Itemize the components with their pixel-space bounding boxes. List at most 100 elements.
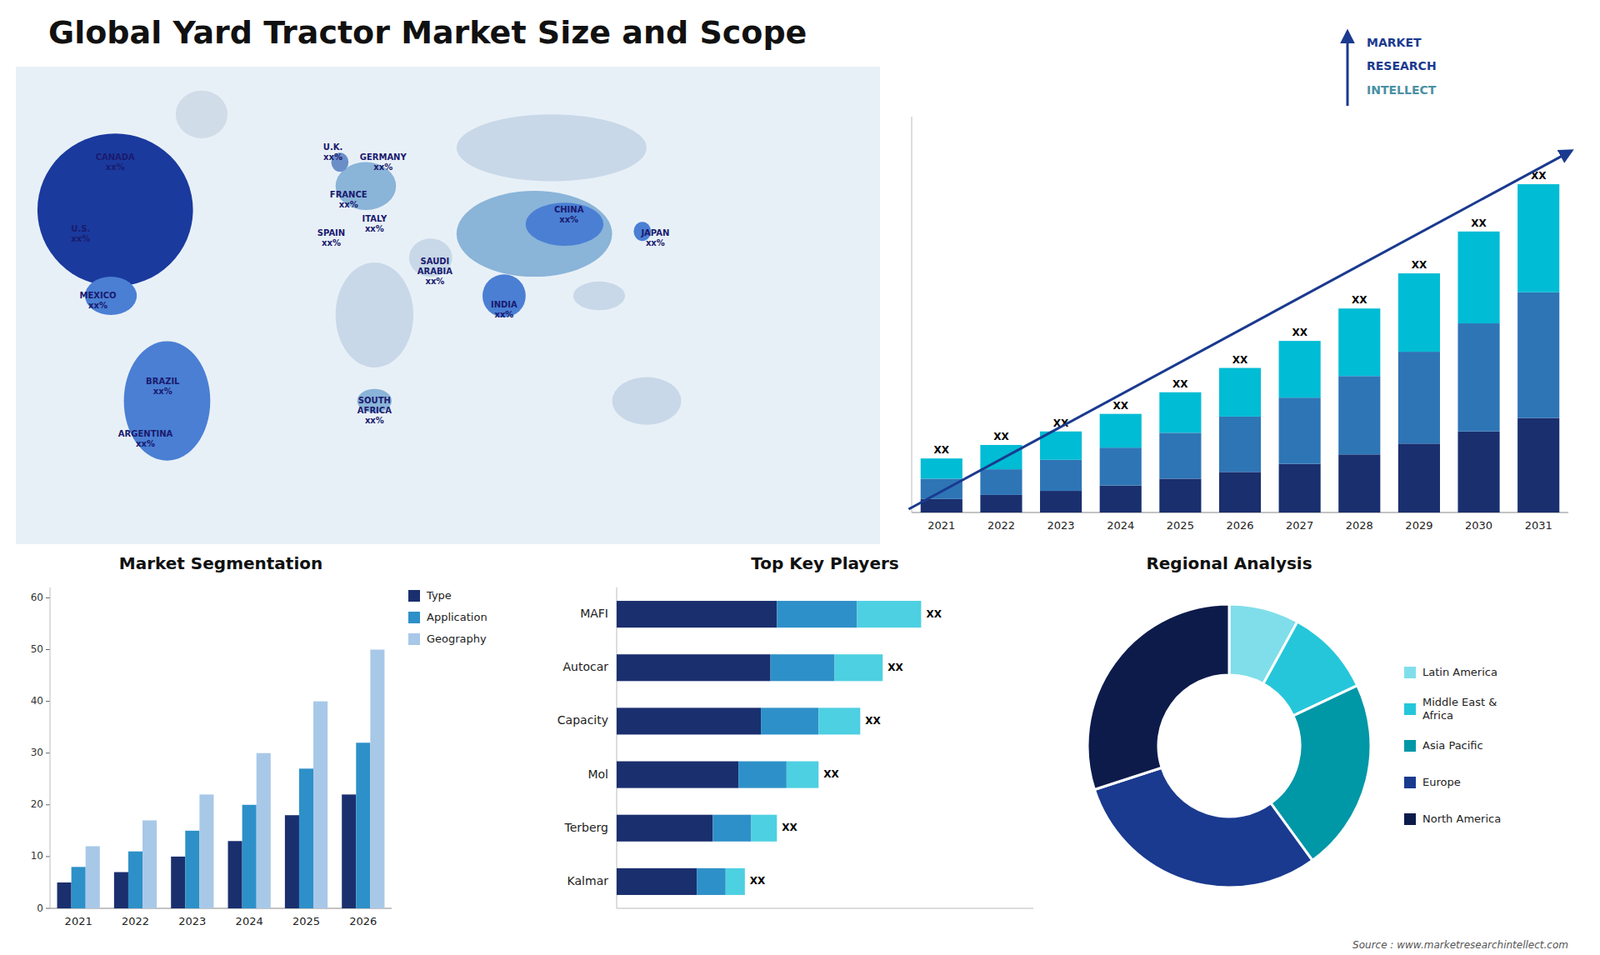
bar xyxy=(980,469,1022,495)
map-label: U.S.xx% xyxy=(70,224,90,244)
bar xyxy=(1159,478,1201,513)
category-label: 2031 xyxy=(1525,519,1553,532)
tick-mark xyxy=(45,597,50,599)
bar xyxy=(980,445,1022,470)
bar xyxy=(770,654,835,681)
legend-label: Middle East &Africa xyxy=(1422,695,1497,722)
bar-chart: Market Segmentation010203040506020212022… xyxy=(30,553,488,928)
value-label: XX xyxy=(1232,354,1249,366)
bar xyxy=(1100,447,1142,485)
category-label: 2023 xyxy=(178,915,206,928)
bar xyxy=(128,851,143,909)
map-region xyxy=(525,202,604,246)
category-label: 2028 xyxy=(1345,519,1374,532)
bars xyxy=(616,600,921,895)
bar xyxy=(1159,432,1201,479)
map-region xyxy=(37,133,194,286)
tick-label: 10 xyxy=(30,850,44,862)
bar xyxy=(1517,418,1560,513)
text-line: AFRICA xyxy=(357,405,392,415)
value-label: XX xyxy=(865,715,881,727)
legend-swatch xyxy=(408,633,420,645)
map-label: GERMANYxx% xyxy=(360,152,408,172)
bar xyxy=(57,882,72,909)
map-label: U.K.xx% xyxy=(323,142,343,162)
legend-label: North America xyxy=(1422,812,1501,825)
tick-label: 60 xyxy=(30,591,44,604)
map-label: MEXICOxx% xyxy=(79,290,116,310)
map-region xyxy=(335,262,414,368)
text-line: xx% xyxy=(70,234,90,244)
value-label: XX xyxy=(934,444,950,456)
chart-title: Top Key Players xyxy=(750,553,899,574)
value-label: XX xyxy=(823,768,840,780)
category-label: Kalmar xyxy=(567,874,610,888)
category-label: 2022 xyxy=(121,915,150,928)
map-region xyxy=(409,238,453,277)
bar xyxy=(751,815,778,842)
bar xyxy=(776,600,857,628)
value-label: XX xyxy=(1411,259,1428,271)
bar xyxy=(1100,485,1142,513)
category-label: 2024 xyxy=(1106,519,1135,532)
text-line: xx% xyxy=(321,238,341,248)
bar xyxy=(1457,323,1500,432)
legend-label: Application xyxy=(426,610,488,624)
map-ocean xyxy=(15,66,880,545)
text-line: xx% xyxy=(373,162,393,172)
bar xyxy=(85,845,100,909)
text-line: U.S. xyxy=(70,224,90,234)
category-label: Mol xyxy=(587,767,609,781)
text-line: xx% xyxy=(645,238,665,248)
text-line: ITALY xyxy=(362,214,388,224)
legend-swatch xyxy=(408,590,420,602)
category-label: 2030 xyxy=(1465,519,1493,532)
text-line: SOUTH xyxy=(358,395,391,405)
bar xyxy=(1338,308,1380,376)
text-line: MEXICO xyxy=(79,290,116,300)
logo-text: RESEARCH xyxy=(1366,59,1437,73)
map-label: SAUDIARABIAxx% xyxy=(417,256,454,286)
text-line: SPAIN xyxy=(317,228,345,238)
legend-label: Type xyxy=(425,589,452,602)
tick-mark xyxy=(45,804,50,805)
map-label: FRANCExx% xyxy=(330,190,368,210)
text-line: CANADA xyxy=(95,152,135,162)
bar xyxy=(355,742,370,909)
bar xyxy=(920,458,963,479)
bar xyxy=(818,707,860,735)
text-line: xx% xyxy=(494,310,514,320)
text-line: ARGENTINA xyxy=(118,429,174,439)
bar xyxy=(199,794,214,909)
legend-label: Asia Pacific xyxy=(1422,739,1484,752)
bar xyxy=(1100,414,1142,449)
category-label: 2025 xyxy=(1166,519,1195,532)
bar xyxy=(1279,340,1321,398)
map-label: CANADAxx% xyxy=(95,152,135,172)
bar xyxy=(1517,184,1560,293)
bar xyxy=(616,761,739,789)
legend-label: Europe xyxy=(1422,775,1461,789)
text-line: xx% xyxy=(425,276,445,286)
tick-mark xyxy=(45,752,50,754)
bar xyxy=(616,600,777,628)
category-label: 2029 xyxy=(1405,519,1433,532)
bar xyxy=(341,794,356,909)
logo-text: INTELLECT xyxy=(1366,83,1437,97)
map-region xyxy=(124,340,211,460)
value-label: XX xyxy=(1351,294,1368,306)
map: CANADAxx%U.S.xx%MEXICOxx%BRAZILxx%ARGENT… xyxy=(15,66,880,545)
text-line: Middle East & xyxy=(1422,695,1497,709)
text-line: SAUDI xyxy=(420,256,450,266)
donut-slice xyxy=(1094,767,1313,888)
category-label: Terberg xyxy=(564,820,609,835)
bar xyxy=(114,872,129,909)
bar xyxy=(835,654,884,681)
bar xyxy=(1279,464,1321,513)
bar xyxy=(725,868,745,895)
bar xyxy=(256,753,271,909)
text-line: xx% xyxy=(88,300,108,310)
bar xyxy=(185,830,200,909)
text-line: GERMANY xyxy=(360,152,408,162)
tick-mark xyxy=(45,649,50,650)
